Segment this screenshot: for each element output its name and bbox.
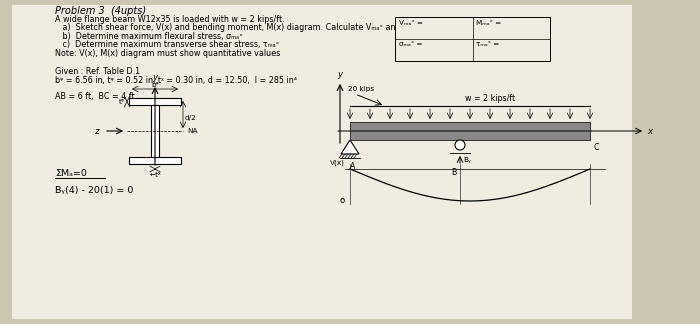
Text: AB = 6 ft,  BC = 4 ft: AB = 6 ft, BC = 4 ft — [55, 92, 134, 101]
Text: B: B — [452, 168, 457, 177]
Text: Bᵧ(4) - 20(1) = 0: Bᵧ(4) - 20(1) = 0 — [55, 186, 134, 195]
Text: o: o — [340, 196, 344, 205]
Text: bᵠ: bᵠ — [151, 82, 159, 88]
Text: V(x): V(x) — [330, 159, 345, 166]
Text: τₘₐˣ =: τₘₐˣ = — [477, 41, 500, 47]
Text: bᵠ = 6.56 in, tᵠ = 0.52 in, tᵡ = 0.30 in, d = 12.50,  I = 285 in⁴: bᵠ = 6.56 in, tᵠ = 0.52 in, tᵡ = 0.30 in… — [55, 75, 297, 85]
Text: NA: NA — [187, 128, 197, 134]
Bar — [129, 98, 181, 105]
Text: Note: V(x), M(x) diagram must show quantitative values: Note: V(x), M(x) diagram must show quant… — [55, 49, 280, 58]
Text: A: A — [350, 162, 356, 171]
Text: y: y — [337, 70, 342, 79]
Polygon shape — [341, 140, 359, 154]
Text: d/2: d/2 — [185, 115, 197, 121]
Text: tᵠ: tᵠ — [119, 98, 125, 105]
Text: z: z — [94, 126, 99, 135]
Bar — [12, 5, 632, 319]
Bar — [151, 105, 159, 157]
Bar — [395, 17, 550, 61]
Bar — [129, 157, 181, 164]
Text: Vₘₐˣ =: Vₘₐˣ = — [399, 20, 423, 26]
Text: Given : Ref. Table D.1: Given : Ref. Table D.1 — [55, 67, 140, 76]
Text: Bᵧ: Bᵧ — [463, 157, 470, 163]
Text: ΣMₐ=0: ΣMₐ=0 — [55, 169, 87, 178]
Bar — [350, 122, 590, 140]
Text: Mₘₐˣ =: Mₘₐˣ = — [477, 20, 502, 26]
Text: ←tᵡ: ←tᵡ — [149, 172, 161, 178]
Text: Problem 3  (4upts): Problem 3 (4upts) — [55, 6, 146, 16]
Text: b)  Determine maximum flexural stress, σₘₐˣ: b) Determine maximum flexural stress, σₘ… — [55, 32, 243, 41]
Text: w = 2 kips/ft: w = 2 kips/ft — [466, 94, 515, 103]
Circle shape — [455, 140, 465, 150]
Text: y: y — [153, 73, 158, 82]
Text: σₘₐˣ =: σₘₐˣ = — [399, 41, 423, 47]
Text: A wide flange beam W12x35 is loaded with w = 2 kips/ft.: A wide flange beam W12x35 is loaded with… — [55, 15, 285, 24]
Text: x: x — [647, 126, 652, 135]
Text: a)  Sketch shear force, V(x) and bending moment, M(x) diagram. Calculate Vₘₐˣ an: a) Sketch shear force, V(x) and bending … — [55, 24, 421, 32]
Text: C: C — [593, 143, 598, 152]
Text: 20 kips: 20 kips — [348, 86, 374, 92]
Text: c)  Determine maximum transverse shear stress, τₘₐˣ: c) Determine maximum transverse shear st… — [55, 40, 279, 50]
